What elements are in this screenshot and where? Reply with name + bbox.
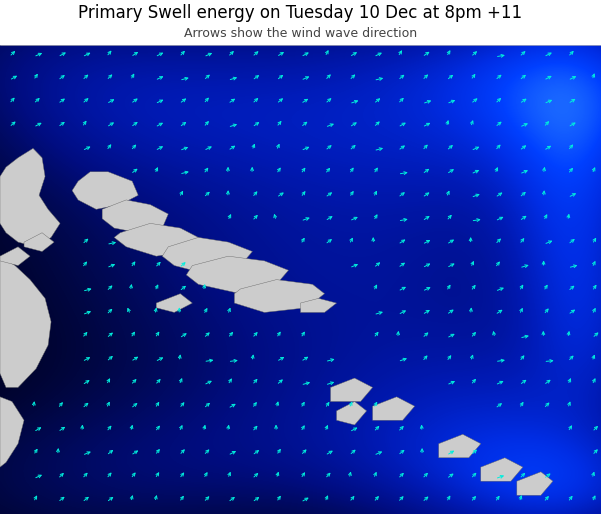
Polygon shape — [300, 298, 337, 313]
Polygon shape — [234, 280, 325, 313]
Polygon shape — [186, 256, 288, 293]
Polygon shape — [337, 401, 367, 425]
Polygon shape — [102, 200, 168, 233]
Text: Arrows show the wind wave direction: Arrows show the wind wave direction — [184, 27, 417, 41]
Polygon shape — [162, 237, 252, 275]
Polygon shape — [0, 149, 60, 247]
Polygon shape — [0, 247, 30, 266]
Text: Primary Swell energy on Tuesday 10 Dec at 8pm +11: Primary Swell energy on Tuesday 10 Dec a… — [79, 4, 522, 22]
Polygon shape — [439, 434, 481, 458]
Polygon shape — [156, 293, 192, 313]
Polygon shape — [114, 224, 198, 256]
Polygon shape — [72, 172, 138, 209]
Polygon shape — [0, 397, 24, 467]
Polygon shape — [331, 378, 373, 401]
Polygon shape — [0, 256, 51, 388]
Polygon shape — [481, 458, 523, 481]
Polygon shape — [517, 472, 553, 495]
Polygon shape — [24, 233, 54, 251]
Polygon shape — [373, 397, 415, 420]
